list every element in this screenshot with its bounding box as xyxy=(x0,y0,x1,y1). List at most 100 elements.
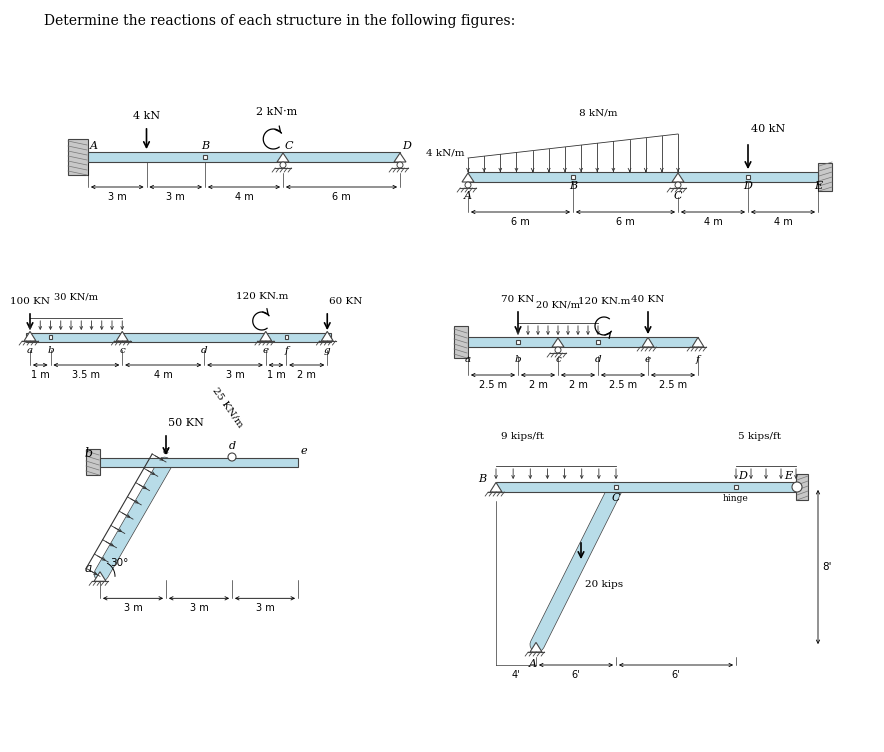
Text: 4 m: 4 m xyxy=(154,370,172,380)
Text: B: B xyxy=(478,474,486,484)
Text: 8 kN/m: 8 kN/m xyxy=(579,108,617,117)
Text: 4 m: 4 m xyxy=(234,192,254,202)
Bar xyxy=(100,457,298,466)
Text: 3 m: 3 m xyxy=(255,603,274,614)
Text: f: f xyxy=(696,355,700,364)
Text: E: E xyxy=(784,471,792,481)
Text: b: b xyxy=(47,346,54,355)
Polygon shape xyxy=(94,572,106,581)
Polygon shape xyxy=(672,173,684,182)
Text: D: D xyxy=(738,471,747,481)
Text: A: A xyxy=(464,191,472,201)
Text: 2.5 m: 2.5 m xyxy=(609,380,637,390)
Text: 9 kips/ft: 9 kips/ft xyxy=(501,432,544,441)
Text: 3 m: 3 m xyxy=(108,192,126,202)
Text: f: f xyxy=(285,346,288,355)
Text: 1 m: 1 m xyxy=(31,370,50,380)
Text: 8': 8' xyxy=(822,562,832,572)
Polygon shape xyxy=(642,338,654,347)
Text: A: A xyxy=(529,659,537,669)
Text: 4 m: 4 m xyxy=(704,217,722,227)
Circle shape xyxy=(675,182,681,188)
Text: C: C xyxy=(674,191,682,201)
Text: 4': 4' xyxy=(512,670,521,680)
Bar xyxy=(454,326,468,358)
Polygon shape xyxy=(277,153,289,162)
Polygon shape xyxy=(530,642,542,652)
Text: B: B xyxy=(569,181,577,191)
Text: b: b xyxy=(84,447,92,460)
Text: 2 kN·m: 2 kN·m xyxy=(255,107,297,117)
Text: 40 kN: 40 kN xyxy=(751,124,785,134)
Text: E: E xyxy=(814,181,822,191)
Text: 120 KN.m: 120 KN.m xyxy=(235,292,288,301)
FancyArrowPatch shape xyxy=(537,490,614,644)
Text: c: c xyxy=(555,355,560,364)
Text: 3 m: 3 m xyxy=(124,603,142,614)
Text: C: C xyxy=(285,141,293,151)
Text: 2 m: 2 m xyxy=(297,370,316,380)
Text: 3 m: 3 m xyxy=(166,192,185,202)
Text: Determine the reactions of each structure in the following figures:: Determine the reactions of each structur… xyxy=(44,14,515,28)
Bar xyxy=(468,337,698,347)
Bar xyxy=(68,139,88,175)
Bar xyxy=(818,163,832,191)
Text: a: a xyxy=(27,346,33,355)
Text: D: D xyxy=(743,181,752,191)
Circle shape xyxy=(555,347,561,353)
Text: e: e xyxy=(645,355,651,364)
Text: 6 m: 6 m xyxy=(511,217,530,227)
Bar xyxy=(203,155,207,159)
Circle shape xyxy=(228,453,236,461)
FancyArrowPatch shape xyxy=(102,465,164,574)
Text: 3 m: 3 m xyxy=(225,370,244,380)
Text: 2.5 m: 2.5 m xyxy=(659,380,687,390)
Bar xyxy=(496,482,796,492)
Text: d: d xyxy=(595,355,601,364)
Circle shape xyxy=(792,482,802,492)
Text: 4 kN: 4 kN xyxy=(133,111,160,121)
Text: a: a xyxy=(465,355,471,364)
Text: 6': 6' xyxy=(672,670,681,680)
Polygon shape xyxy=(321,332,333,341)
Text: 6 m: 6 m xyxy=(332,192,351,202)
Polygon shape xyxy=(490,482,502,492)
Text: c: c xyxy=(163,446,169,456)
Polygon shape xyxy=(24,332,36,341)
Bar xyxy=(796,474,808,500)
Text: 20 kips: 20 kips xyxy=(585,580,623,589)
Polygon shape xyxy=(394,153,406,162)
Text: 20 KN/m: 20 KN/m xyxy=(536,300,580,309)
Polygon shape xyxy=(117,332,128,341)
FancyArrowPatch shape xyxy=(102,465,164,574)
Text: a: a xyxy=(85,562,92,575)
Text: 4 kN/m: 4 kN/m xyxy=(425,148,464,157)
Text: 2.5 m: 2.5 m xyxy=(479,380,507,390)
Bar xyxy=(88,152,400,162)
Text: 100 KN: 100 KN xyxy=(10,297,50,306)
Bar xyxy=(735,485,738,489)
Text: 120 KN.m: 120 KN.m xyxy=(578,297,630,306)
Text: 30 KN/m: 30 KN/m xyxy=(54,292,98,301)
Text: g: g xyxy=(324,346,331,355)
Text: 4 m: 4 m xyxy=(774,217,792,227)
Bar xyxy=(285,335,288,338)
Text: 2 m: 2 m xyxy=(529,380,547,390)
Bar xyxy=(86,449,100,475)
Text: C: C xyxy=(612,493,621,503)
Bar xyxy=(468,172,818,182)
Text: 30°: 30° xyxy=(110,558,128,569)
Text: 50 KN: 50 KN xyxy=(168,418,204,428)
Bar xyxy=(516,340,520,344)
Bar xyxy=(746,175,750,179)
Circle shape xyxy=(465,182,471,188)
FancyArrowPatch shape xyxy=(537,490,614,644)
Circle shape xyxy=(280,162,286,168)
Circle shape xyxy=(397,162,403,168)
Text: 5 kips/ft: 5 kips/ft xyxy=(738,432,781,441)
Bar xyxy=(596,340,599,344)
Text: b: b xyxy=(514,355,522,364)
Text: e: e xyxy=(301,446,308,456)
Text: d: d xyxy=(228,441,235,451)
Text: e: e xyxy=(263,346,269,355)
